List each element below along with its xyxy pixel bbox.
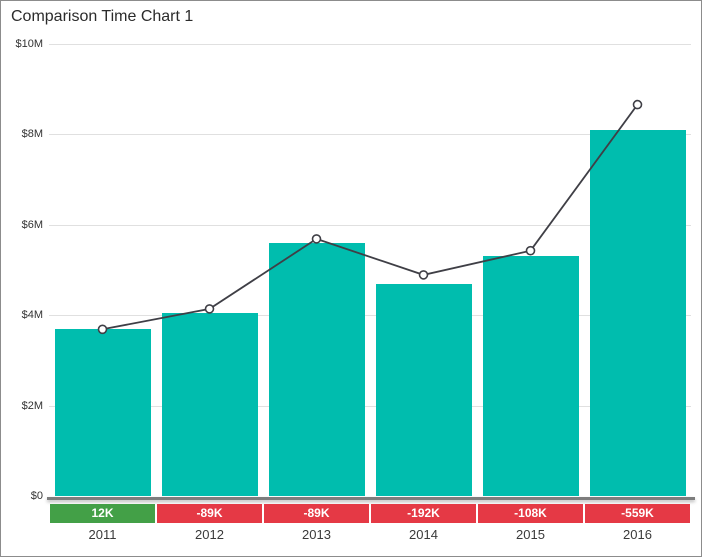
gridline bbox=[49, 315, 691, 316]
badge-2015: -108K bbox=[478, 504, 583, 523]
x-axis-label-2014: 2014 bbox=[409, 527, 438, 542]
gridline bbox=[49, 134, 691, 135]
badge-2013: -89K bbox=[264, 504, 369, 523]
y-axis-label: $2M bbox=[21, 400, 43, 412]
gridline bbox=[49, 44, 691, 45]
line-marker-2015[interactable] bbox=[525, 245, 536, 256]
bar-2013[interactable] bbox=[269, 243, 365, 496]
x-axis-label-2016: 2016 bbox=[623, 527, 652, 542]
line-marker-2013[interactable] bbox=[311, 234, 322, 244]
badge-2014: -192K bbox=[371, 504, 476, 523]
line-marker-2014[interactable] bbox=[418, 270, 429, 280]
gridline bbox=[49, 406, 691, 407]
bar-2015[interactable] bbox=[483, 256, 579, 496]
y-axis-label: $8M bbox=[21, 128, 43, 140]
line-series-path bbox=[102, 104, 639, 331]
x-axis-label-2012: 2012 bbox=[195, 527, 224, 542]
line-marker-2012[interactable] bbox=[204, 304, 215, 314]
line-marker-2011[interactable] bbox=[97, 324, 108, 335]
y-axis-label: $6M bbox=[21, 219, 43, 231]
bar-2012[interactable] bbox=[162, 313, 258, 496]
line-marker-2016[interactable] bbox=[632, 99, 643, 110]
x-axis-label-2013: 2013 bbox=[302, 527, 331, 542]
gridline bbox=[49, 225, 691, 226]
x-axis-label-2011: 2011 bbox=[88, 527, 117, 542]
badge-2016: -559K bbox=[585, 504, 690, 523]
x-axis-label-2015: 2015 bbox=[516, 527, 545, 542]
x-axis-line bbox=[47, 497, 695, 500]
badge-2011: 12K bbox=[50, 504, 155, 523]
bar-2011[interactable] bbox=[55, 329, 151, 496]
y-axis-label: $4M bbox=[21, 309, 43, 321]
y-axis-label: $0 bbox=[30, 490, 43, 502]
y-axis-label: $10M bbox=[15, 38, 43, 50]
bar-2016[interactable] bbox=[590, 130, 686, 496]
badge-2012: -89K bbox=[157, 504, 262, 523]
chart-title: Comparison Time Chart 1 bbox=[11, 8, 194, 25]
bar-2014[interactable] bbox=[376, 284, 472, 496]
